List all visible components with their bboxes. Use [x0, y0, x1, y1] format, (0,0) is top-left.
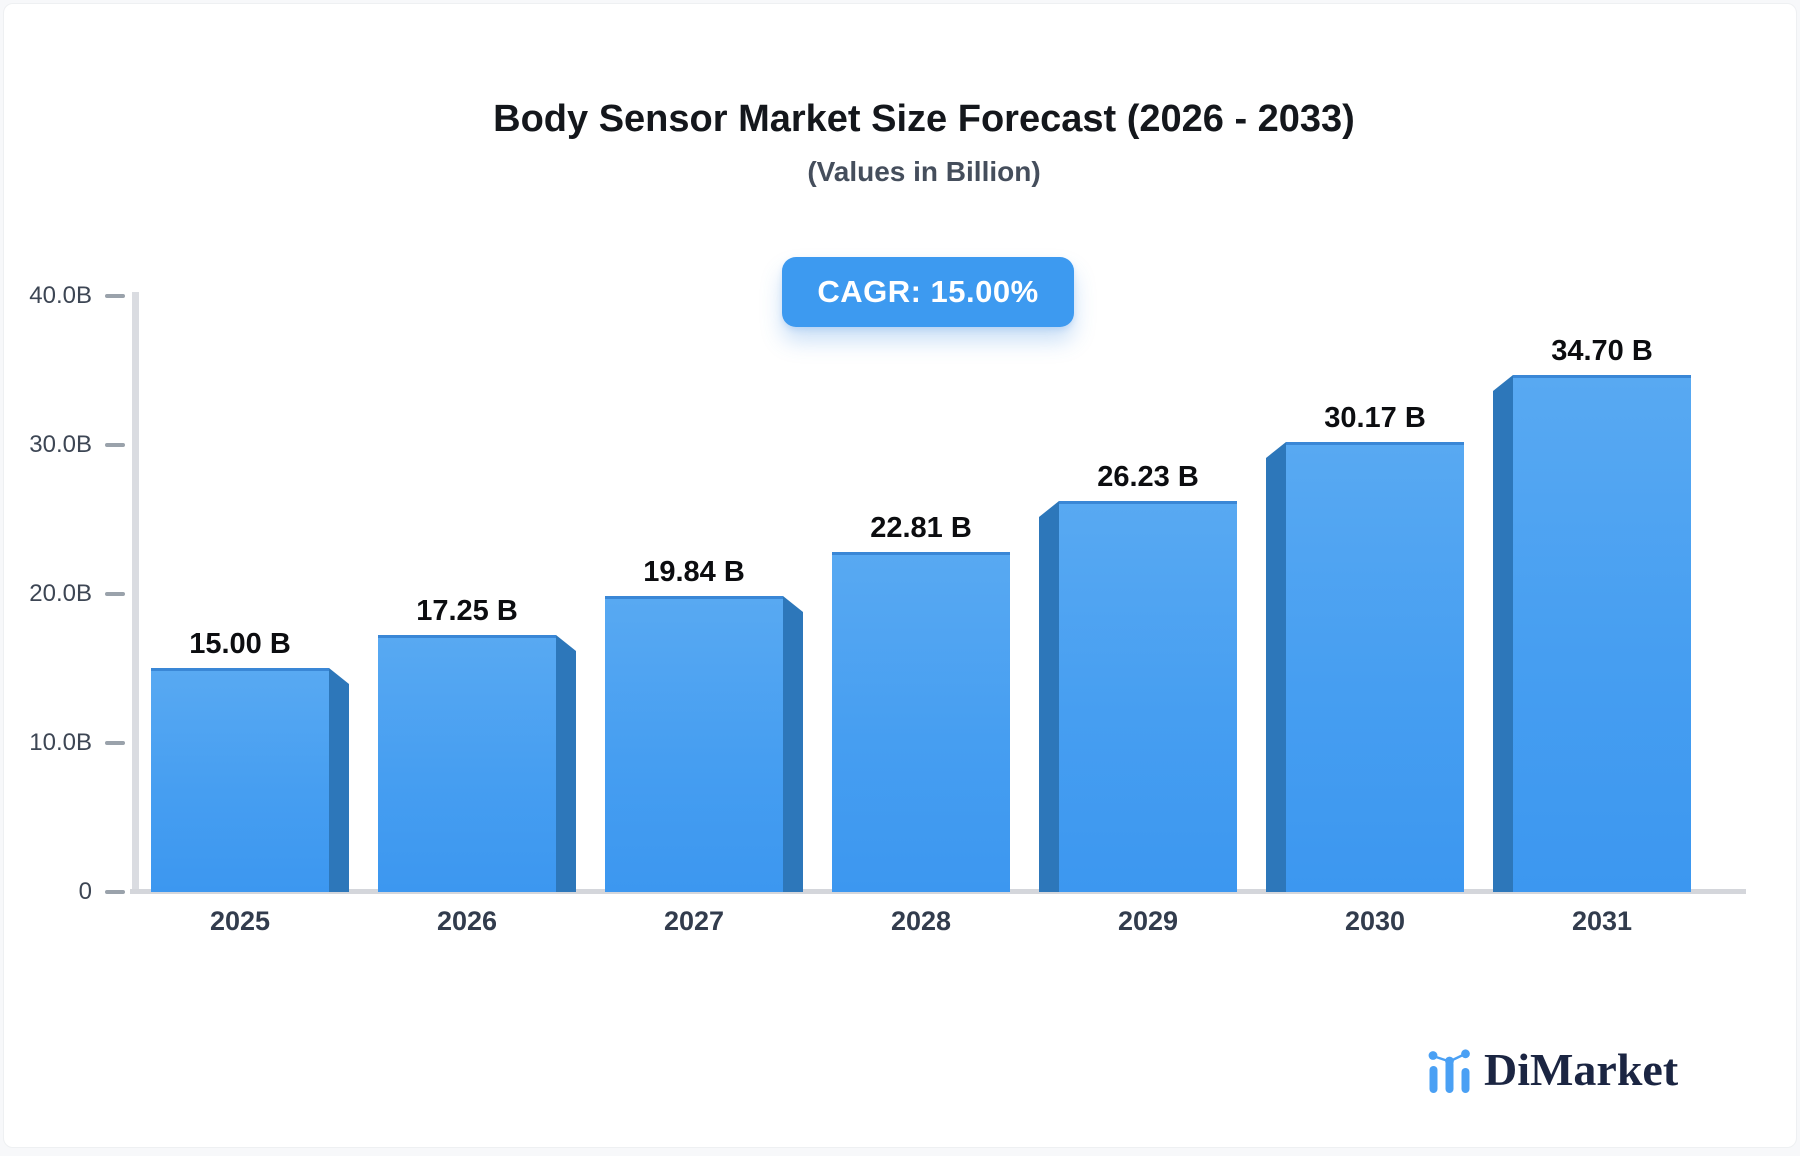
bar-value-label: 19.84 B: [643, 556, 745, 588]
y-tick-label: 30.0B: [29, 431, 92, 458]
chart-subtitle: (Values in Billion): [807, 156, 1041, 187]
bar-2029[interactable]: [1059, 501, 1237, 892]
bar-2030[interactable]: [1286, 442, 1464, 892]
x-tick-label-2026: 2026: [436, 906, 498, 936]
bar-2026[interactable]: [378, 635, 556, 892]
bar-2027[interactable]: [605, 596, 783, 892]
x-tick-label-2031: 2031: [1571, 906, 1633, 936]
y-tick-label: 10.0B: [29, 729, 92, 756]
bar-2031[interactable]: [1513, 375, 1691, 892]
x-tick-label-2025: 2025: [209, 906, 271, 936]
y-tick-mark: [105, 741, 125, 745]
y-tick-mark: [105, 592, 125, 596]
chart-card: Body Sensor Market Size Forecast (2026 -…: [3, 3, 1797, 1148]
bar-value-label: 22.81 B: [870, 512, 972, 544]
bar-side-2025: [329, 668, 349, 892]
bar-side-2030: [1266, 442, 1286, 892]
bar-2025[interactable]: [151, 668, 329, 892]
cagr-badge: CAGR: 15.00%: [782, 257, 1074, 327]
y-tick-label: 20.0B: [29, 580, 92, 607]
bar-value-label: 30.17 B: [1324, 402, 1426, 434]
bar-value-label: 17.25 B: [416, 595, 518, 627]
y-tick-mark: [105, 890, 125, 894]
bar-2028[interactable]: [832, 552, 1010, 892]
x-tick-label-2028: 2028: [890, 906, 952, 936]
logo-text: DiMarket: [1484, 1044, 1679, 1095]
mini-bar-chart-icon: [1428, 1047, 1472, 1093]
bar-side-2029: [1039, 501, 1059, 892]
x-tick-label-2030: 2030: [1344, 906, 1406, 936]
x-tick-label-2029: 2029: [1117, 906, 1179, 936]
bar-value-label: 26.23 B: [1097, 461, 1199, 493]
dimarket-logo: DiMarket: [1428, 1044, 1678, 1096]
bar-side-2027: [783, 596, 803, 892]
x-tick-label-2027: 2027: [663, 906, 725, 936]
y-axis-line: [132, 292, 139, 894]
bar-value-label: 15.00 B: [189, 628, 291, 660]
y-tick-label: 0: [78, 878, 92, 905]
y-tick-mark: [105, 443, 125, 447]
y-tick-label: 40.0B: [29, 282, 92, 309]
bar-side-2031: [1493, 375, 1513, 892]
bar-side-2026: [556, 635, 576, 892]
chart-title: Body Sensor Market Size Forecast (2026 -…: [493, 98, 1355, 140]
bar-value-label: 34.70 B: [1551, 335, 1653, 367]
y-tick-mark: [105, 294, 125, 298]
